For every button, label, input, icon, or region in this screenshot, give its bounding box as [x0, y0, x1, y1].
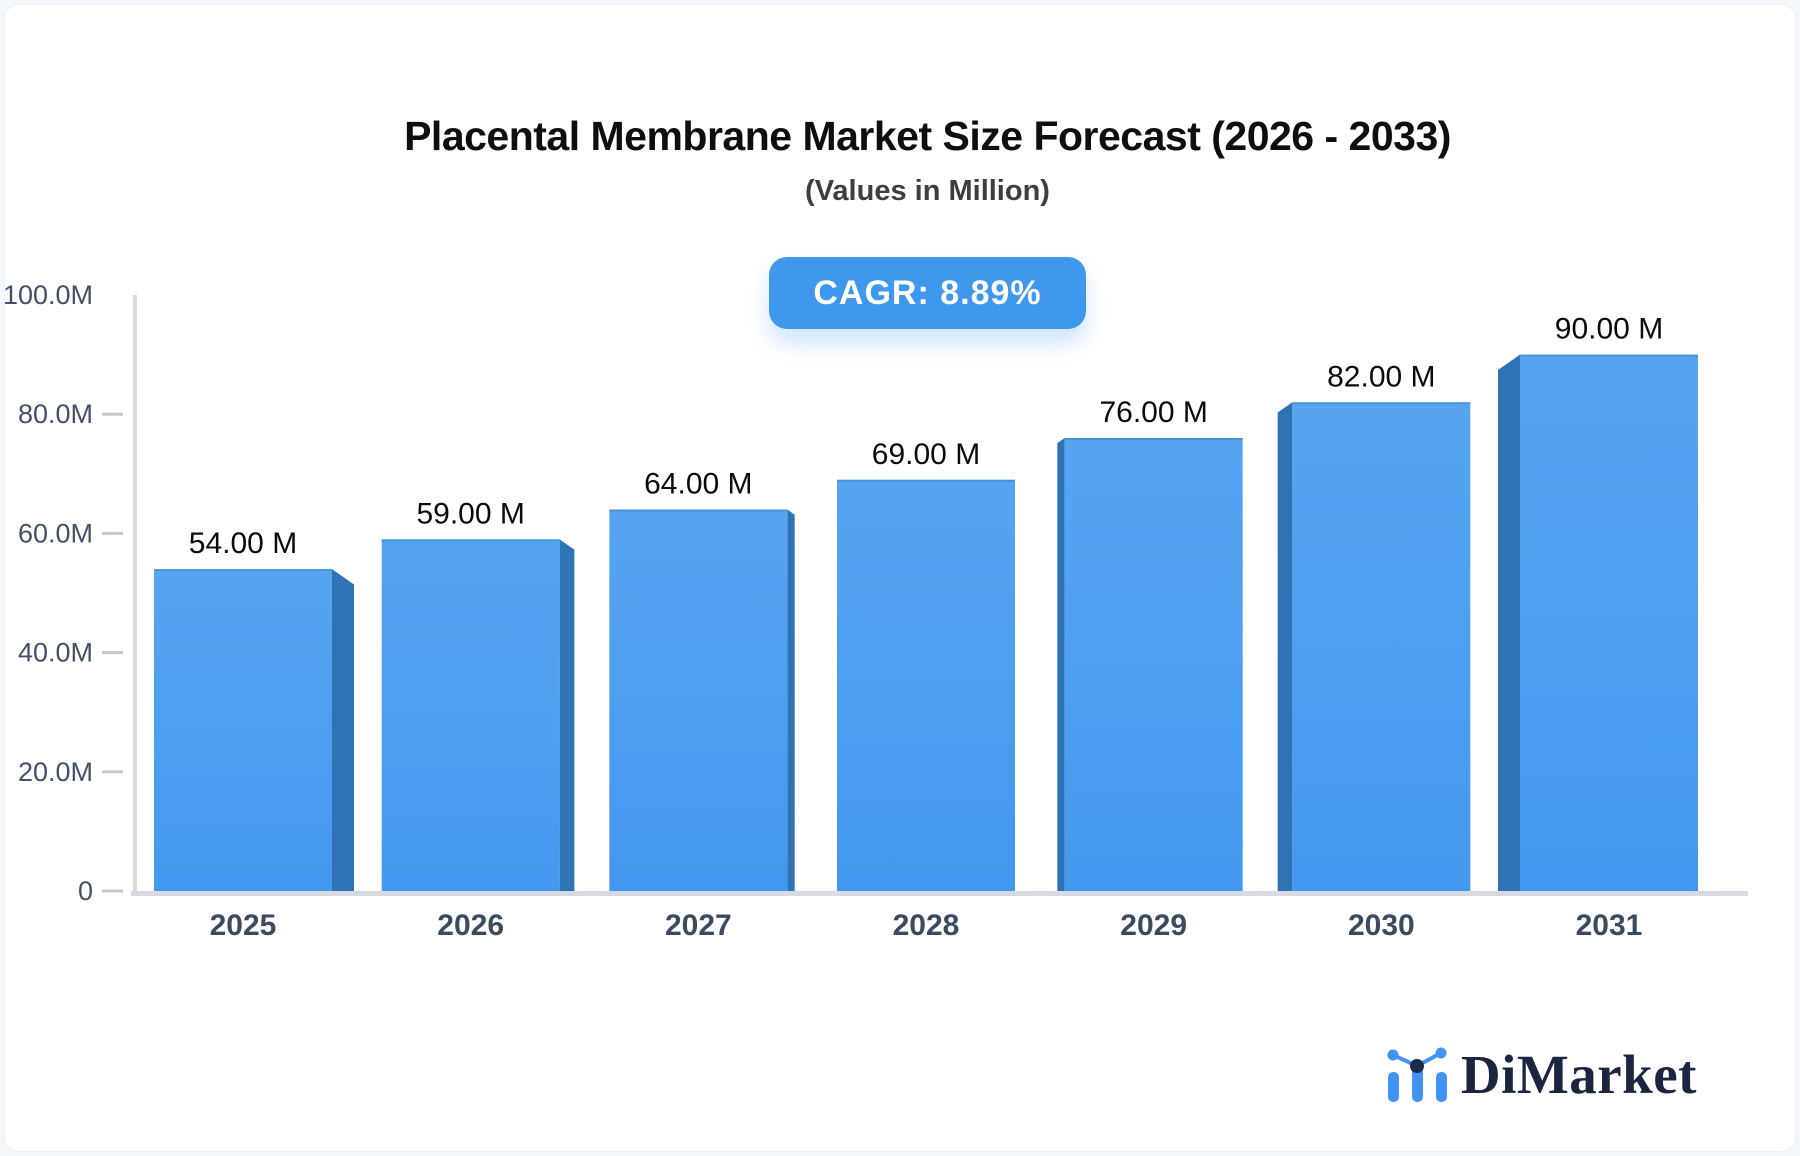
bar-side-face	[787, 509, 795, 891]
y-tick-label: 60.0M	[18, 518, 93, 548]
x-axis-label: 2029	[1120, 909, 1187, 942]
bar-2027: 64.00 M 2027	[609, 468, 795, 942]
cagr-badge: CAGR: 8.89%	[769, 257, 1086, 329]
mini-bar-line-chart-logo-icon	[1387, 1047, 1447, 1102]
x-axis-label: 2030	[1348, 909, 1415, 942]
x-axis-label: 2031	[1576, 909, 1643, 942]
bar-front-face	[1520, 354, 1699, 892]
y-tick-mark	[102, 770, 123, 774]
y-axis-line	[133, 295, 137, 896]
bar-front-face	[609, 509, 788, 891]
chart-title: Placental Membrane Market Size Forecast …	[404, 113, 1451, 159]
y-tick-mark	[102, 889, 123, 893]
bar-side-face	[559, 539, 575, 891]
x-axis-label: 2026	[437, 909, 504, 942]
bar-front-face	[1064, 438, 1243, 891]
bar-2026: 59.00 M 2026	[381, 497, 575, 942]
bar-2028: 69.00 M 2028	[837, 438, 1016, 942]
y-tick-label: 0	[78, 876, 93, 906]
x-axis-label: 2025	[210, 909, 277, 942]
x-axis-line	[131, 891, 1748, 896]
bar-value-label: 76.00 M	[1099, 396, 1207, 429]
bar-side-face	[1498, 354, 1521, 892]
bar-value-label: 54.00 M	[189, 527, 297, 560]
y-tick-mark	[102, 651, 123, 655]
y-tick-mark	[102, 412, 123, 416]
y-tick-label: 40.0M	[18, 638, 93, 668]
bar-front-face	[154, 569, 332, 891]
chart-subtitle: (Values in Million)	[805, 175, 1050, 207]
bar-front-face	[381, 539, 560, 891]
bar-side-face	[332, 569, 354, 891]
chart-card: Placental Membrane Market Size Forecast …	[5, 5, 1795, 1151]
dimarket-logo-text: DiMarket	[1460, 1044, 1697, 1105]
x-axis-label: 2027	[665, 909, 732, 942]
bar-side-face	[1057, 438, 1065, 891]
bar-front-face	[837, 479, 1016, 891]
bar-2031: 90.00 M 2031	[1498, 313, 1699, 942]
bar-2025: 54.00 M 2025	[154, 527, 354, 942]
bar-value-label: 82.00 M	[1327, 360, 1435, 393]
x-axis-label: 2028	[893, 909, 960, 942]
bar-value-label: 64.00 M	[644, 468, 752, 501]
y-tick-label: 20.0M	[18, 757, 93, 787]
bar-side-face	[1277, 402, 1293, 891]
bar-value-label: 59.00 M	[416, 497, 524, 530]
y-tick-label: 100.0M	[5, 280, 93, 310]
bar-2030: 82.00 M 2030	[1277, 360, 1471, 942]
bar-value-label: 69.00 M	[872, 438, 980, 471]
dimarket-logo: DiMarket	[1385, 1043, 1697, 1106]
y-tick-mark	[102, 531, 123, 535]
cagr-badge-container: CAGR: 8.89%	[60, 257, 1795, 329]
bar-front-face	[1292, 402, 1471, 891]
bar-chart: 0 20.0M 40.0M 60.0M 80.0M 100.0M 54.00 M 2025 59…	[5, 280, 1748, 942]
bar-value-label: 90.00 M	[1555, 313, 1663, 346]
y-tick-label: 80.0M	[18, 399, 93, 429]
bar-2029: 76.00 M 2029	[1057, 396, 1243, 942]
